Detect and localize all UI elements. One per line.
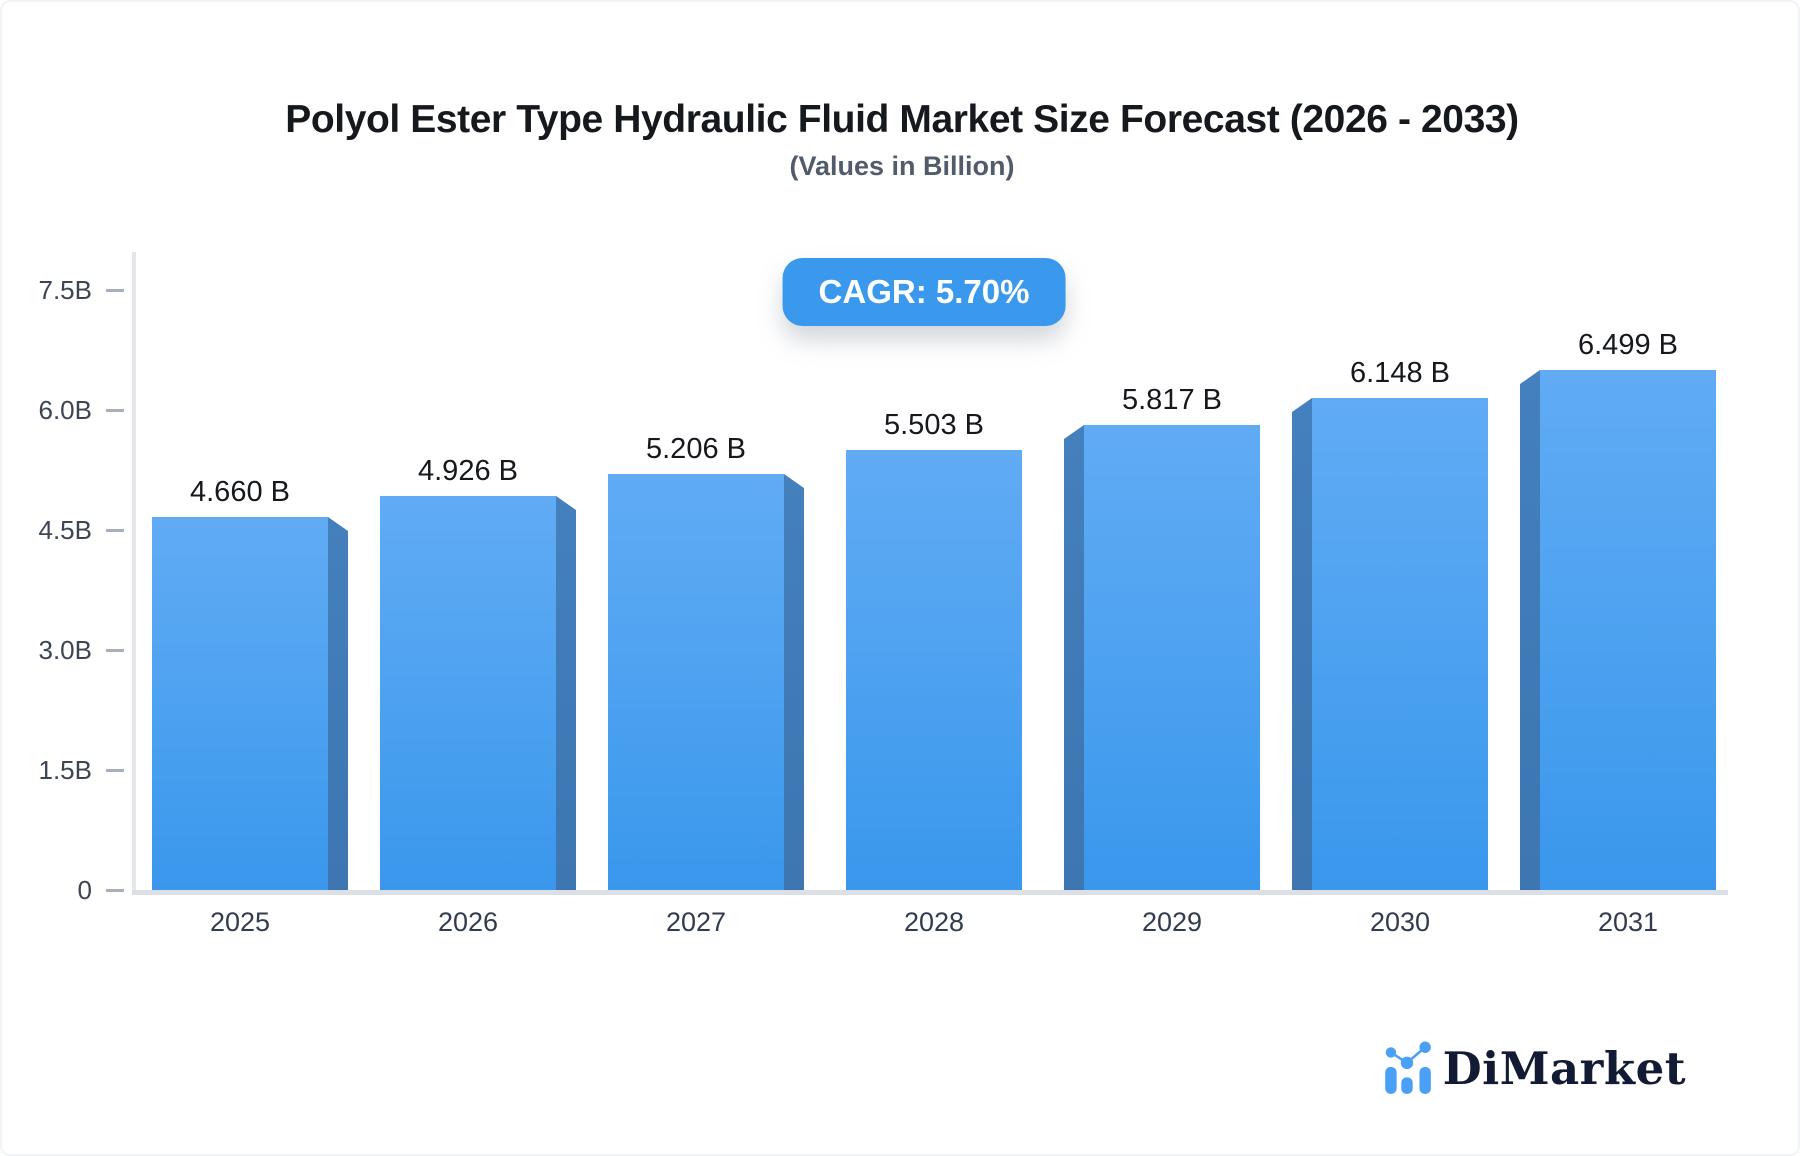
bar-value-label: 5.503 B [884, 409, 984, 441]
bar-2027[interactable] [608, 474, 784, 890]
y-axis-tick-label: 1.5B [38, 755, 93, 785]
bar-side-face [1520, 370, 1540, 890]
bar-2028[interactable] [846, 450, 1022, 890]
y-axis-tick-label: 0 [77, 875, 92, 905]
cagr-badge: CAGR: 5.70% [782, 258, 1066, 326]
y-axis-tick-mark [106, 289, 124, 292]
bar-2029[interactable] [1084, 425, 1260, 890]
y-axis-tick-label: 3.0B [38, 635, 93, 665]
y-axis-tick-label: 7.5B [38, 275, 93, 305]
bar-value-label: 4.660 B [190, 476, 290, 508]
y-axis-tick-label: 4.5B [38, 515, 93, 545]
y-axis-tick-mark [106, 649, 124, 652]
bar-2030[interactable] [1312, 398, 1488, 890]
y-axis-tick-mark [106, 529, 124, 532]
x-axis-label: 2027 [665, 907, 727, 937]
chart-title: Polyol Ester Type Hydraulic Fluid Market… [285, 98, 1519, 141]
x-axis-line [132, 890, 1728, 895]
logo-mini-bar-chart-icon [1384, 1041, 1431, 1094]
bar-side-face [1292, 398, 1312, 890]
bar-value-label: 5.206 B [646, 433, 746, 465]
x-axis-label: 2029 [1141, 907, 1203, 937]
y-axis-tick-label: 6.0B [38, 395, 93, 425]
x-axis-label: 2031 [1597, 907, 1659, 937]
bar-value-label: 4.926 B [418, 455, 518, 487]
x-axis-label: 2028 [903, 907, 965, 937]
y-axis-tick-mark [106, 409, 124, 412]
y-axis-line [132, 252, 136, 895]
bar-side-face [328, 517, 348, 890]
x-axis-label: 2025 [209, 907, 271, 937]
bar-side-face [556, 496, 576, 890]
x-axis-label: 2026 [437, 907, 499, 937]
bar-side-face [784, 474, 804, 890]
logo-text: DiMarket [1442, 1041, 1686, 1095]
y-axis-tick-mark [106, 889, 124, 892]
bar-value-label: 5.817 B [1122, 384, 1222, 416]
chart-subtitle: (Values in Billion) [789, 151, 1015, 181]
bar-side-face [1064, 425, 1084, 890]
bar-2025[interactable] [152, 517, 328, 890]
bar-value-label: 6.499 B [1578, 329, 1678, 361]
x-axis-label: 2030 [1369, 907, 1431, 937]
bar-2031[interactable] [1540, 370, 1716, 890]
bar-value-label: 6.148 B [1350, 357, 1450, 389]
dimarket-logo[interactable]: DiMarket [1383, 1040, 1686, 1096]
y-axis-tick-mark [106, 769, 124, 772]
bar-2026[interactable] [380, 496, 556, 890]
